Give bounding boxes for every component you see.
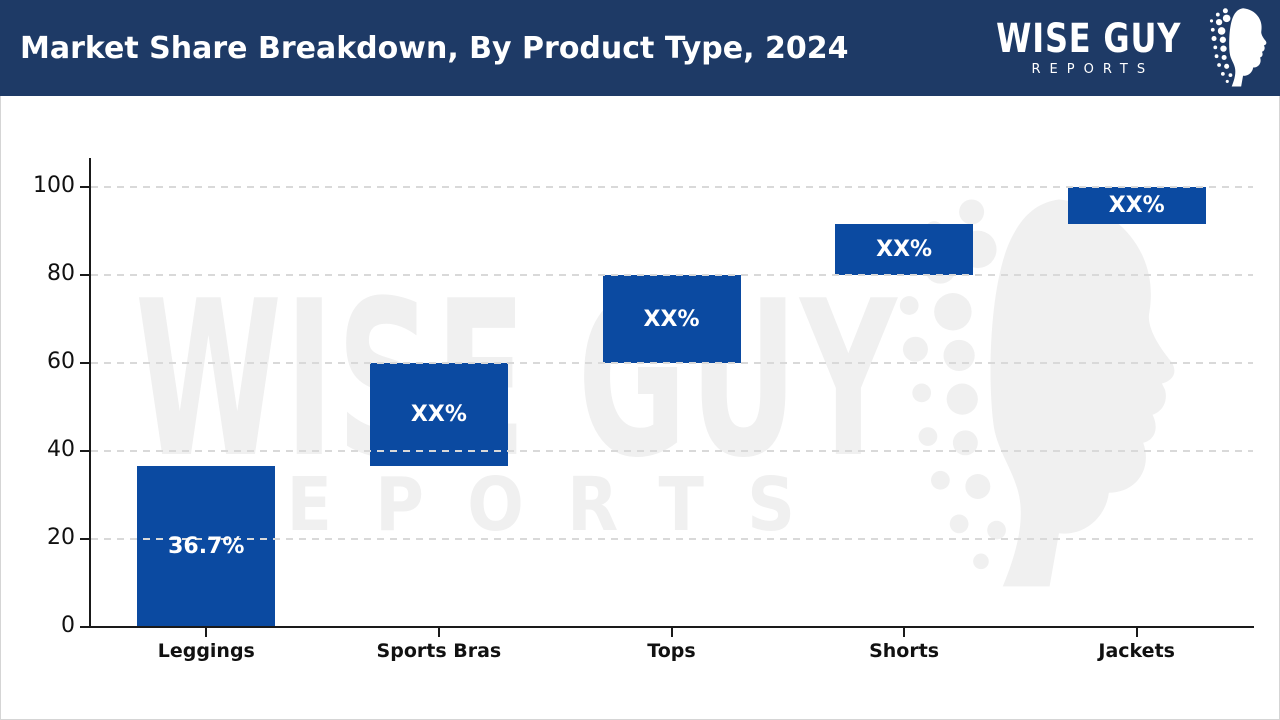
- y-tick-label: 0: [61, 613, 75, 638]
- logo-text: WISE GUY REPORTS: [973, 19, 1204, 77]
- bar-value-label: XX%: [643, 306, 700, 332]
- x-tick-mark: [205, 628, 208, 637]
- y-tick-label: 60: [47, 349, 75, 374]
- watermark-subtext: REPORTS: [192, 462, 839, 548]
- y-tick-mark: [80, 274, 89, 276]
- category-label: Leggings: [157, 640, 255, 662]
- logo-face-icon: [1209, 8, 1267, 87]
- category-label: Tops: [647, 640, 696, 662]
- logo-subtext: REPORTS: [1031, 62, 1155, 77]
- y-tick-mark: [80, 362, 89, 364]
- y-tick-label: 40: [47, 437, 75, 462]
- x-tick-mark: [1135, 628, 1138, 637]
- x-tick-mark: [903, 628, 906, 637]
- chart-title: Market Share Breakdown, By Product Type,…: [20, 30, 849, 66]
- header-bar: Market Share Breakdown, By Product Type,…: [0, 0, 1280, 96]
- logo-wordmark: WISE GUY: [995, 16, 1181, 62]
- gridline-100: [91, 186, 1253, 188]
- y-tick-label: 80: [47, 261, 75, 286]
- bar-value-label: XX%: [876, 237, 933, 263]
- bar-leggings: [137, 465, 276, 627]
- gridline-20: [91, 538, 1253, 540]
- x-axis-line: [89, 626, 1254, 628]
- bar-shorts: [835, 224, 974, 275]
- bar-value-label: XX%: [1108, 193, 1165, 219]
- bar-sports-bras: [369, 363, 508, 466]
- wiseguy-logo: WISE GUY REPORTS: [973, 7, 1270, 89]
- bar-tops: [602, 275, 741, 363]
- y-tick-mark: [80, 450, 89, 452]
- bar-value-label: 36.7%: [168, 533, 245, 559]
- bar-value-label: XX%: [410, 401, 467, 427]
- y-tick-mark: [80, 186, 89, 188]
- y-tick-mark: [80, 626, 89, 628]
- y-axis-line: [89, 158, 91, 628]
- y-tick-label: 100: [33, 173, 75, 198]
- gridline-40: [91, 450, 1253, 452]
- x-tick-mark: [670, 628, 673, 637]
- bar-jackets: [1067, 187, 1206, 225]
- x-tick-mark: [437, 628, 440, 637]
- y-tick-label: 20: [47, 525, 75, 550]
- gridline-60: [91, 362, 1253, 364]
- category-label: Sports Bras: [376, 640, 502, 662]
- y-tick-mark: [80, 538, 89, 540]
- gridline-80: [91, 274, 1253, 276]
- category-label: Jackets: [1098, 640, 1175, 662]
- category-label: Shorts: [869, 640, 940, 662]
